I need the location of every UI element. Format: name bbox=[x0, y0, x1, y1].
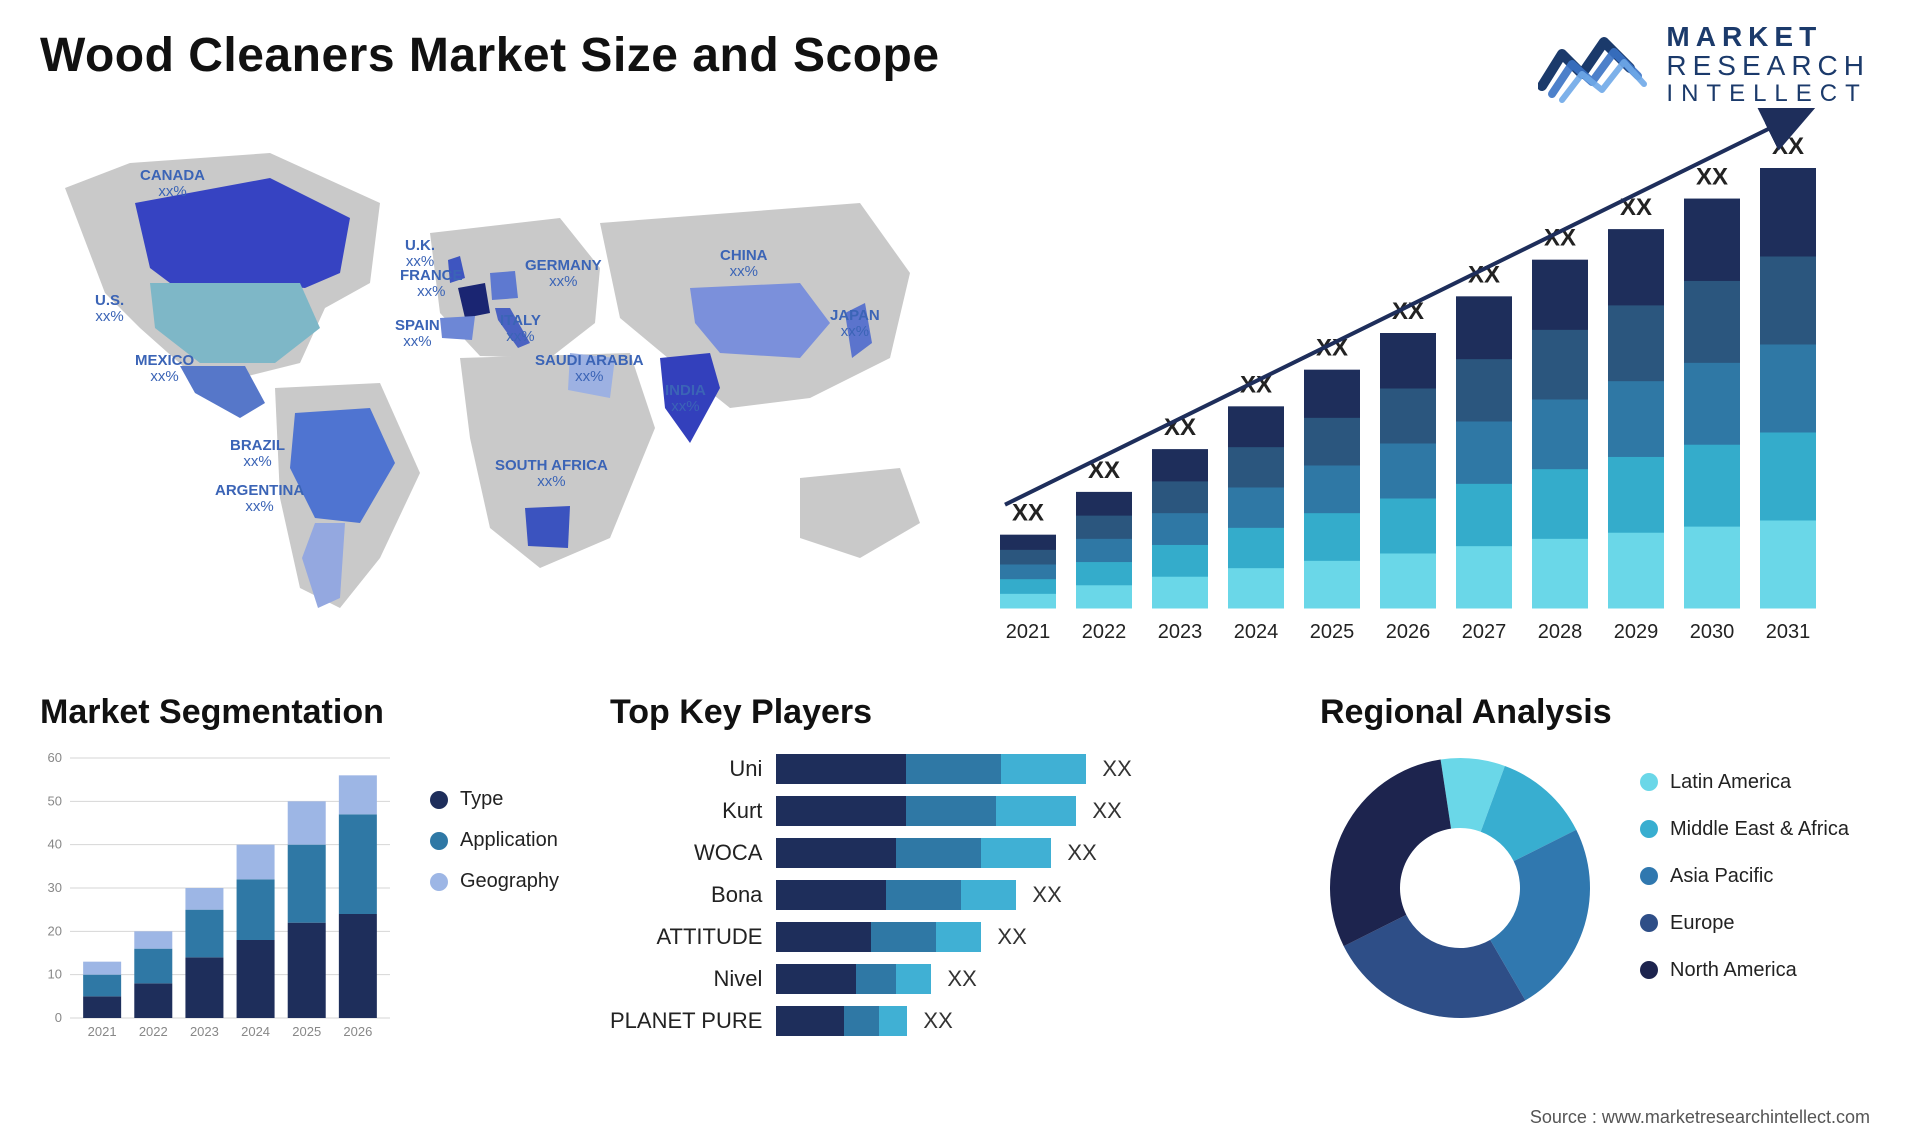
regional-legend-item: Europe bbox=[1640, 912, 1849, 935]
players-title: Top Key Players bbox=[610, 693, 1290, 732]
map-label-argentina: ARGENTINAxx% bbox=[215, 483, 304, 515]
regional-legend-item: Latin America bbox=[1640, 771, 1849, 794]
segmentation-title: Market Segmentation bbox=[40, 693, 580, 732]
logo-text-3: INTELLECT bbox=[1666, 81, 1870, 106]
svg-text:2021: 2021 bbox=[1006, 621, 1051, 643]
svg-text:2028: 2028 bbox=[1538, 621, 1583, 643]
map-label-u-s-: U.S.xx% bbox=[95, 293, 124, 325]
segmentation-legend-item: Type bbox=[430, 788, 559, 811]
svg-text:2022: 2022 bbox=[1082, 621, 1127, 643]
svg-text:40: 40 bbox=[48, 837, 62, 852]
regional-legend-item: Asia Pacific bbox=[1640, 865, 1849, 888]
player-bar-row: XX bbox=[776, 874, 1290, 916]
svg-text:XX: XX bbox=[1012, 500, 1044, 527]
segmentation-chart: 0 10 20 30 40 50 60 2021 2022 2023 2024 2025 2026 bbox=[40, 748, 400, 1048]
players-name-list: UniKurtWOCABonaATTITUDENivelPLANET PURE bbox=[610, 748, 776, 1042]
map-label-spain: SPAINxx% bbox=[395, 318, 440, 350]
map-label-mexico: MEXICOxx% bbox=[135, 353, 194, 385]
map-label-u-k-: U.K.xx% bbox=[405, 238, 435, 270]
svg-text:30: 30 bbox=[48, 880, 62, 895]
regional-title: Regional Analysis bbox=[1320, 693, 1880, 732]
svg-text:2029: 2029 bbox=[1614, 621, 1659, 643]
svg-text:2023: 2023 bbox=[190, 1024, 219, 1039]
player-name: Nivel bbox=[610, 958, 762, 1000]
map-label-france: FRANCExx% bbox=[400, 268, 463, 300]
player-bar-row: XX bbox=[776, 790, 1290, 832]
svg-text:2025: 2025 bbox=[1310, 621, 1355, 643]
regional-panel: Regional Analysis Latin America Middle Ea… bbox=[1320, 693, 1880, 1048]
svg-text:0: 0 bbox=[55, 1010, 62, 1025]
segmentation-legend: Type Application Geography bbox=[430, 748, 559, 1048]
svg-text:2031: 2031 bbox=[1766, 621, 1811, 643]
player-bar-row: XX bbox=[776, 958, 1290, 1000]
players-bars: XXXXXXXXXXXXXX bbox=[776, 748, 1290, 1042]
segmentation-panel: Market Segmentation 0 10 20 30 40 50 60 2021 202… bbox=[40, 693, 580, 1048]
svg-text:20: 20 bbox=[48, 923, 62, 938]
svg-text:2027: 2027 bbox=[1462, 621, 1507, 643]
regional-legend-item: North America bbox=[1640, 959, 1849, 982]
logo-text-2: RESEARCH bbox=[1666, 51, 1870, 80]
logo-text-1: MARKET bbox=[1666, 22, 1870, 51]
segmentation-legend-item: Geography bbox=[430, 870, 559, 893]
map-label-china: CHINAxx% bbox=[720, 248, 768, 280]
svg-text:2022: 2022 bbox=[139, 1024, 168, 1039]
regional-legend-item: Middle East & Africa bbox=[1640, 818, 1849, 841]
player-bar-row: XX bbox=[776, 1000, 1290, 1042]
map-label-india: INDIAxx% bbox=[665, 383, 706, 415]
map-label-saudi-arabia: SAUDI ARABIAxx% bbox=[535, 353, 644, 385]
map-label-brazil: BRAZILxx% bbox=[230, 438, 285, 470]
svg-text:50: 50 bbox=[48, 793, 62, 808]
svg-text:2024: 2024 bbox=[241, 1024, 270, 1039]
segmentation-legend-item: Application bbox=[430, 829, 559, 852]
svg-text:2024: 2024 bbox=[1234, 621, 1279, 643]
source-text: Source : www.marketresearchintellect.com bbox=[1530, 1107, 1870, 1128]
player-name: Kurt bbox=[610, 790, 762, 832]
map-label-south-africa: SOUTH AFRICAxx% bbox=[495, 458, 608, 490]
svg-text:2021: 2021 bbox=[88, 1024, 117, 1039]
svg-text:XX: XX bbox=[1696, 164, 1728, 191]
growth-bar-chart: XX2021XX2022XX2023XX2024XX2025XX2026XX20… bbox=[980, 108, 1880, 668]
player-name: WOCA bbox=[610, 832, 762, 874]
map-label-germany: GERMANYxx% bbox=[525, 258, 602, 290]
svg-text:2023: 2023 bbox=[1158, 621, 1203, 643]
map-label-japan: JAPANxx% bbox=[830, 308, 880, 340]
player-name: Uni bbox=[610, 748, 762, 790]
regional-donut-chart bbox=[1320, 748, 1600, 1028]
svg-text:10: 10 bbox=[48, 967, 62, 982]
player-bar-row: XX bbox=[776, 748, 1290, 790]
player-name: PLANET PURE bbox=[610, 1000, 762, 1042]
player-bar-row: XX bbox=[776, 916, 1290, 958]
player-bar-row: XX bbox=[776, 832, 1290, 874]
player-name: ATTITUDE bbox=[610, 916, 762, 958]
brand-logo: MARKET RESEARCH INTELLECT bbox=[1538, 22, 1870, 106]
svg-text:XX: XX bbox=[1772, 133, 1804, 160]
logo-mark-icon bbox=[1538, 24, 1648, 104]
world-map: CANADAxx% U.S.xx% MEXICOxx% BRAZILxx% ARGENT… bbox=[40, 108, 940, 668]
map-label-canada: CANADAxx% bbox=[140, 168, 205, 200]
regional-legend: Latin America Middle East & Africa Asia Pa… bbox=[1640, 771, 1849, 1006]
map-label-italy: ITALYxx% bbox=[500, 313, 541, 345]
svg-text:60: 60 bbox=[48, 750, 62, 765]
svg-text:2026: 2026 bbox=[343, 1024, 372, 1039]
svg-text:2030: 2030 bbox=[1690, 621, 1735, 643]
player-name: Bona bbox=[610, 874, 762, 916]
svg-text:2025: 2025 bbox=[292, 1024, 321, 1039]
players-panel: Top Key Players UniKurtWOCABonaATTITUDEN… bbox=[610, 693, 1290, 1048]
svg-text:2026: 2026 bbox=[1386, 621, 1431, 643]
